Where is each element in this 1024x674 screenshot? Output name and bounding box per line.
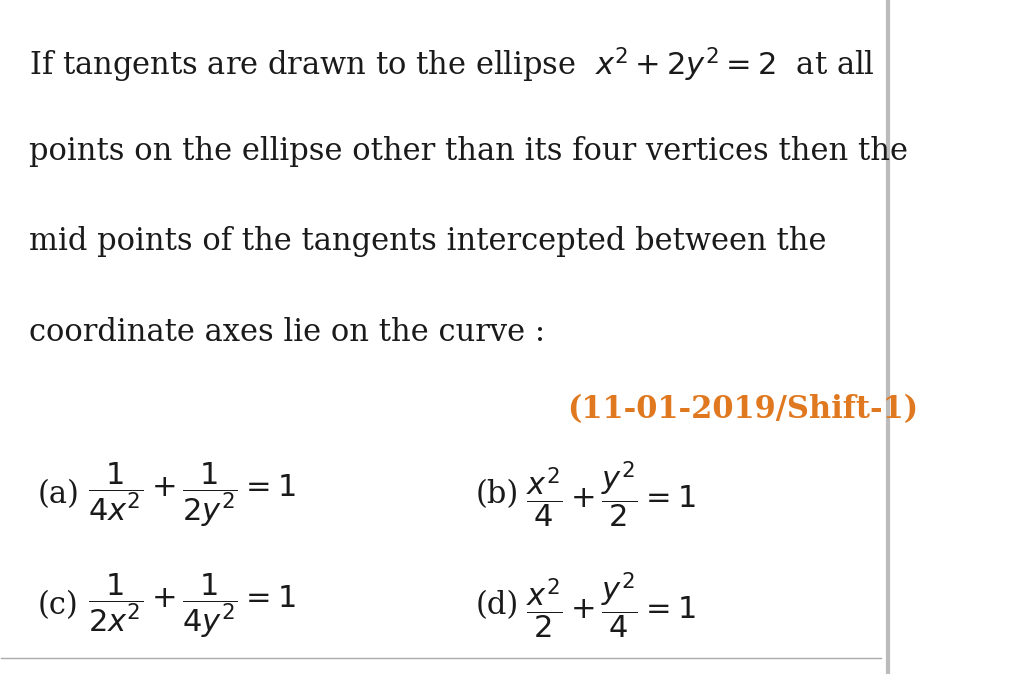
Text: $\dfrac{x^2}{2} + \dfrac{y^2}{4} = 1$: $\dfrac{x^2}{2} + \dfrac{y^2}{4} = 1$ (525, 570, 695, 640)
Text: If tangents are drawn to the ellipse  $x^2 + 2y^2 = 2$  at all: If tangents are drawn to the ellipse $x^… (29, 45, 874, 84)
Text: points on the ellipse other than its four vertices then the: points on the ellipse other than its fou… (29, 135, 907, 166)
Text: (b): (b) (475, 479, 519, 510)
Text: $\dfrac{1}{4x^2} + \dfrac{1}{2y^2} = 1$: $\dfrac{1}{4x^2} + \dfrac{1}{2y^2} = 1$ (88, 460, 296, 529)
Text: coordinate axes lie on the curve :: coordinate axes lie on the curve : (29, 317, 545, 348)
Text: (d): (d) (475, 590, 519, 621)
Text: mid points of the tangents intercepted between the: mid points of the tangents intercepted b… (29, 226, 826, 257)
Text: $\dfrac{x^2}{4} + \dfrac{y^2}{2} = 1$: $\dfrac{x^2}{4} + \dfrac{y^2}{2} = 1$ (525, 460, 695, 530)
Text: (11-01-2019/Shift-1): (11-01-2019/Shift-1) (567, 394, 918, 425)
Text: (c): (c) (38, 590, 79, 621)
Text: (a): (a) (38, 479, 80, 510)
Text: $\dfrac{1}{2x^2} + \dfrac{1}{4y^2} = 1$: $\dfrac{1}{2x^2} + \dfrac{1}{4y^2} = 1$ (88, 571, 296, 640)
